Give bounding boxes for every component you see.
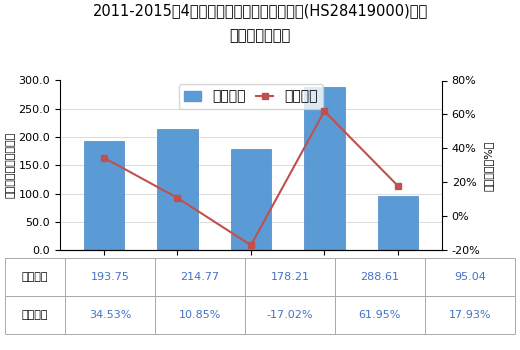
Bar <box>231 149 271 250</box>
Text: 193.75: 193.75 <box>90 272 129 282</box>
Text: 95.04: 95.04 <box>454 272 486 282</box>
Bar <box>65 296 155 334</box>
Bar <box>335 296 425 334</box>
Text: 同比增长: 同比增长 <box>22 310 48 320</box>
Text: 288.61: 288.61 <box>360 272 399 282</box>
Bar <box>245 258 335 296</box>
Bar <box>157 129 198 250</box>
Bar <box>425 296 515 334</box>
Text: 34.53%: 34.53% <box>89 310 131 320</box>
Text: 61.95%: 61.95% <box>359 310 401 320</box>
Bar <box>84 141 124 250</box>
Y-axis label: 出口金额（百万美元）: 出口金额（百万美元） <box>6 132 16 198</box>
Text: 10.85%: 10.85% <box>179 310 221 320</box>
Bar <box>65 258 155 296</box>
Y-axis label: 同比增速（%）: 同比增速（%） <box>483 140 493 190</box>
Text: -17.02%: -17.02% <box>267 310 313 320</box>
Bar <box>335 258 425 296</box>
Bar <box>425 258 515 296</box>
Text: 214.77: 214.77 <box>180 272 219 282</box>
Bar <box>304 87 345 250</box>
Text: 178.21: 178.21 <box>270 272 309 282</box>
Text: 总额及增速统计: 总额及增速统计 <box>229 28 291 43</box>
Bar <box>378 196 418 250</box>
Legend: 出口金额, 同比增长: 出口金额, 同比增长 <box>178 84 323 109</box>
Text: 2011-2015年4月其他金属酸盐及过金属酸盐(HS28419000)出口: 2011-2015年4月其他金属酸盐及过金属酸盐(HS28419000)出口 <box>93 4 427 19</box>
Bar <box>5 296 65 334</box>
Bar <box>155 296 245 334</box>
Bar <box>5 258 65 296</box>
Bar <box>245 296 335 334</box>
Text: 17.93%: 17.93% <box>449 310 491 320</box>
Text: 出口金额: 出口金额 <box>22 272 48 282</box>
Bar <box>155 258 245 296</box>
